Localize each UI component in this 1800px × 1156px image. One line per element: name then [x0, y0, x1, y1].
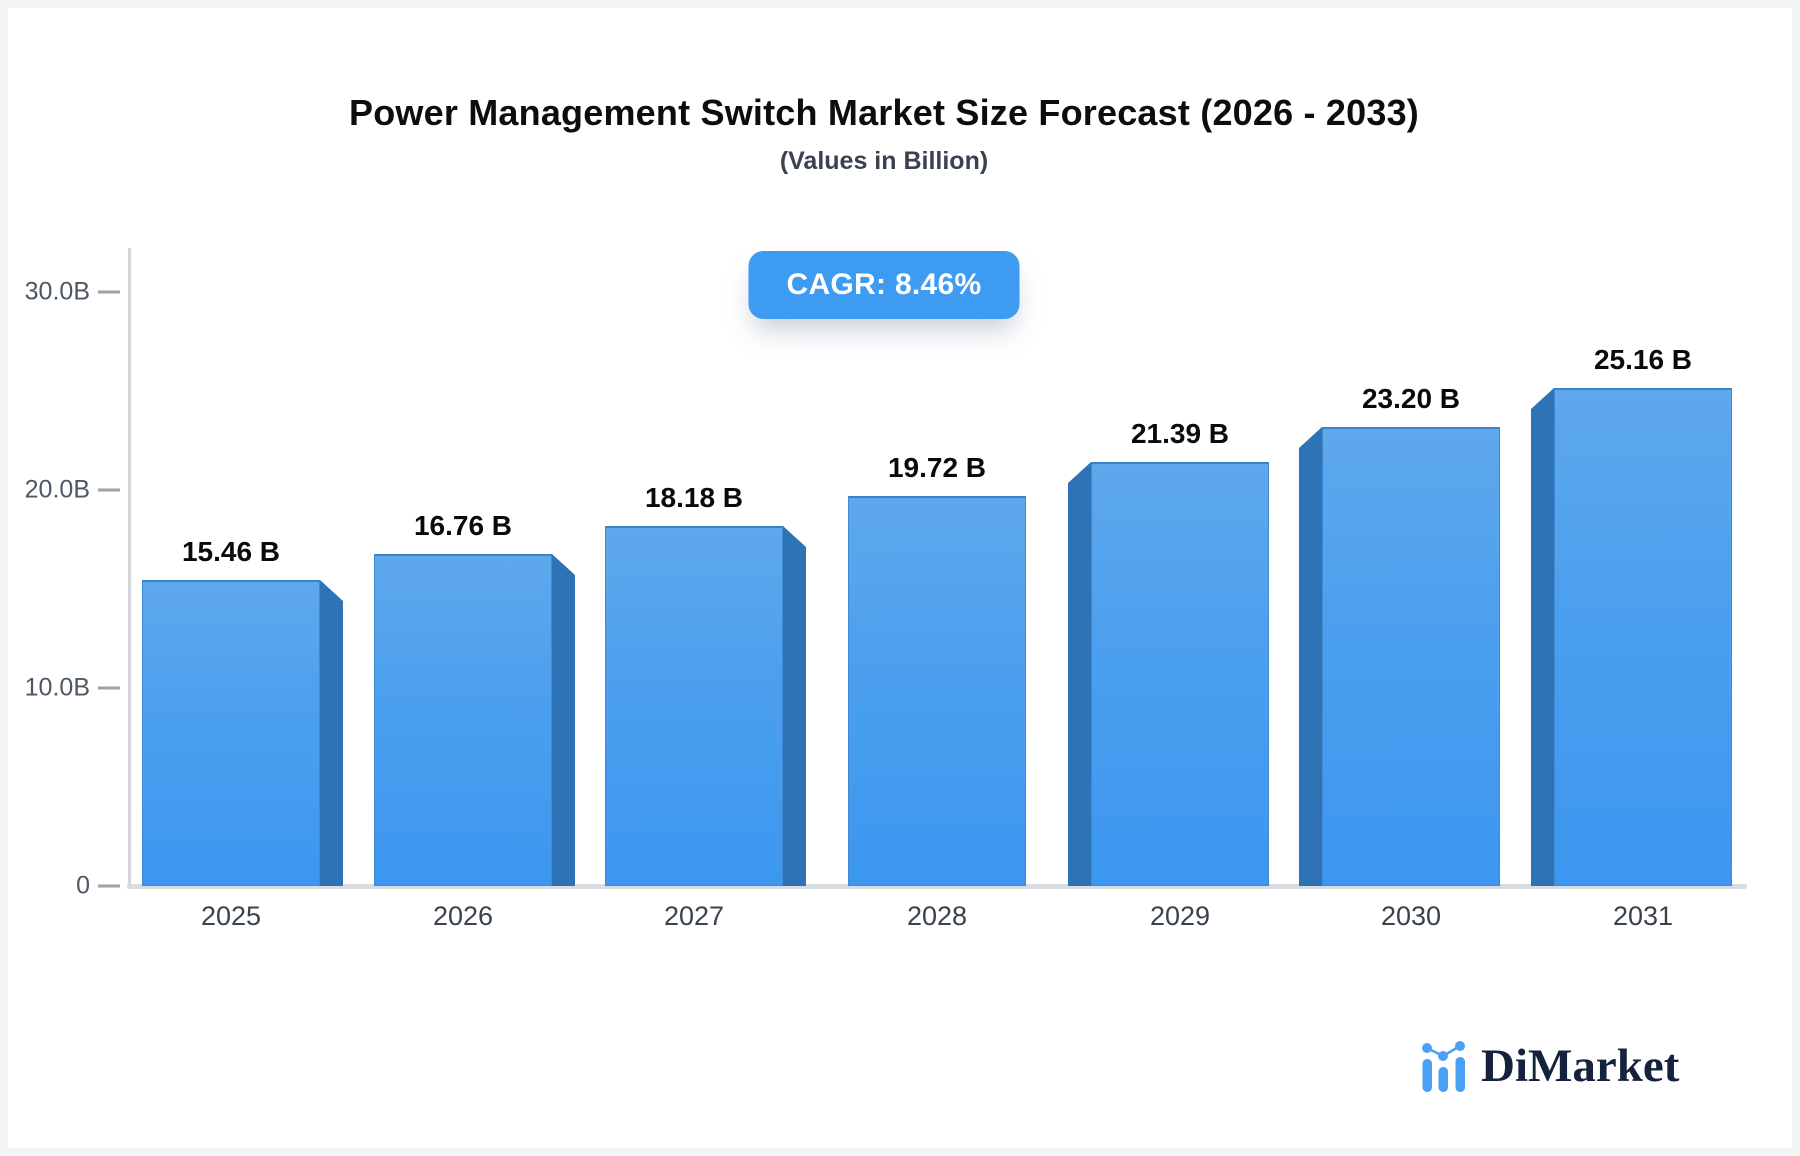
bar-2028: [848, 496, 1026, 886]
bar-3d-side-2030: [1299, 427, 1322, 886]
x-tick-label-2030: 2030: [1380, 901, 1442, 931]
y-tick-mark: [98, 884, 120, 888]
x-tick-label-2028: 2028: [906, 901, 968, 931]
bar-2030: [1322, 427, 1500, 886]
bar-3d-side-2031: [1531, 388, 1554, 886]
x-axis-baseline: [127, 884, 1747, 889]
y-tick-label-0: 0: [76, 871, 90, 900]
y-axis-line: [128, 248, 131, 886]
cagr-badge: CAGR: 8.46%: [748, 251, 1020, 319]
y-tick-label-10.0B: 10.0B: [24, 673, 90, 702]
brand-name: DiMarket: [1481, 1040, 1680, 1092]
mini-bar-chart-icon: [1422, 1041, 1465, 1092]
bar-2026: [374, 554, 552, 886]
value-label-2028: 19.72 B: [887, 452, 987, 483]
x-tick-label-2026: 2026: [432, 901, 494, 931]
y-tick-mark: [98, 488, 120, 492]
x-tick-label-2031: 2031: [1612, 901, 1674, 931]
bar-2031: [1554, 388, 1732, 886]
bar-3d-side-2027: [783, 526, 806, 886]
bar-3d-side-2029: [1068, 462, 1091, 886]
value-label-2031: 25.16 B: [1593, 344, 1693, 375]
y-tick-label-30.0B: 30.0B: [24, 277, 90, 306]
value-label-2029: 21.39 B: [1130, 418, 1230, 449]
x-tick-label-2029: 2029: [1149, 901, 1211, 931]
brand-logo: DiMarket: [1421, 1038, 1679, 1094]
value-label-2025: 15.46 B: [181, 536, 281, 567]
y-tick-label-20.0B: 20.0B: [24, 475, 90, 504]
bar-2029: [1091, 462, 1269, 886]
value-label-2026: 16.76 B: [413, 510, 513, 541]
x-tick-label-2027: 2027: [663, 901, 725, 931]
chart-subtitle: (Values in Billion): [779, 147, 989, 175]
bar-2027: [605, 526, 783, 886]
value-label-2027: 18.18 B: [644, 482, 744, 513]
bar-3d-side-2025: [320, 580, 343, 886]
value-label-2030: 23.20 B: [1361, 383, 1461, 414]
x-tick-label-2025: 2025: [200, 901, 262, 931]
y-tick-mark: [98, 290, 120, 294]
y-tick-mark: [98, 686, 120, 690]
bar-2025: [142, 580, 320, 886]
bar-3d-side-2026: [552, 554, 575, 886]
chart-title: Power Management Switch Market Size Fore…: [349, 92, 1419, 133]
